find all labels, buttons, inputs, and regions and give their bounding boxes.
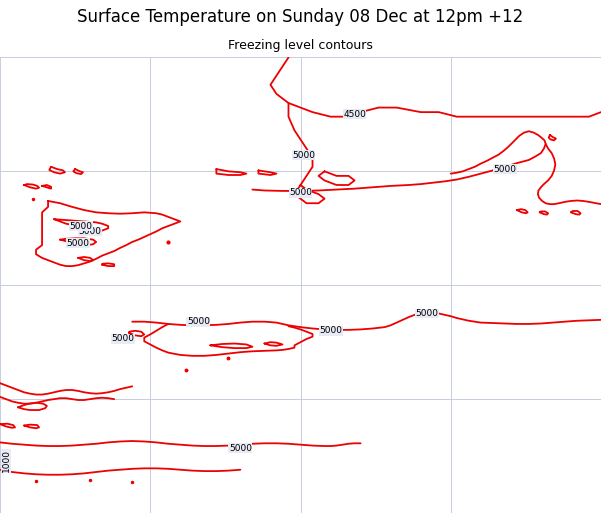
Text: 5000: 5000 (70, 222, 93, 230)
Text: 5000: 5000 (493, 165, 516, 173)
Text: 5000: 5000 (415, 309, 438, 318)
Text: 5000: 5000 (112, 334, 135, 344)
Text: 1000: 1000 (2, 449, 10, 472)
Text: 5000: 5000 (289, 188, 312, 198)
Text: 5000: 5000 (229, 444, 252, 453)
Text: 5000: 5000 (319, 326, 342, 336)
Text: Freezing level contours: Freezing level contours (228, 40, 373, 52)
Text: 5000: 5000 (187, 317, 210, 326)
Text: Surface Temperature on Sunday 08 Dec at 12pm +12: Surface Temperature on Sunday 08 Dec at … (78, 8, 523, 26)
Text: 4500: 4500 (343, 110, 366, 119)
Text: 5000: 5000 (67, 239, 90, 248)
Text: 5000: 5000 (79, 227, 102, 236)
Text: 5000: 5000 (292, 151, 315, 160)
